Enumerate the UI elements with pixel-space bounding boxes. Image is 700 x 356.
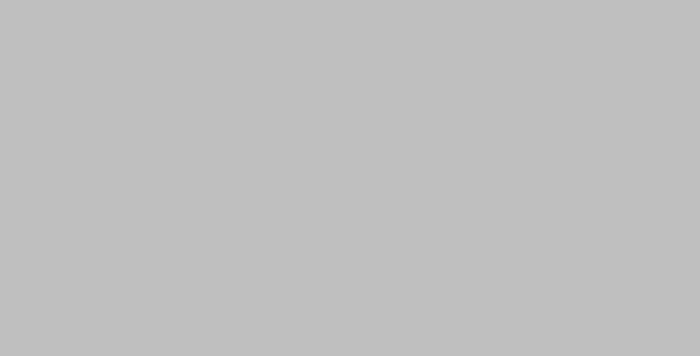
Text: is defined as the number of moles of solute divided by the kg of the solvent. Wh: is defined as the number of moles of sol… — [156, 122, 700, 135]
Text: Molality: Molality — [78, 122, 139, 135]
Text: break up into in water (if any)?  Will this alter the molarity or: break up into in water (if any)? Will th… — [258, 189, 669, 202]
Text: SO: SO — [382, 15, 400, 28]
Text: 4: 4 — [406, 26, 412, 35]
Text: Molarity: Molarity — [78, 58, 140, 70]
Text: 11 b): 11 b) — [28, 122, 67, 135]
Text: (MM = 174.26 g/mol) dissolved in water to make a: (MM = 174.26 g/mol) dissolved in water t… — [414, 15, 700, 28]
Text: molality?: molality? — [57, 213, 118, 225]
Text: 11 c) How many will K: 11 c) How many will K — [28, 189, 176, 202]
Text: SO: SO — [226, 189, 245, 202]
Text: 2: 2 — [218, 200, 225, 209]
Text: (in L). What is the molarity of the compound in this sample?: (in L). What is the molarity of the comp… — [57, 77, 458, 90]
Text: solution that is 1.31 L.: solution that is 1.31 L. — [57, 35, 206, 47]
Text: 4: 4 — [251, 200, 257, 209]
Text: 11 a): 11 a) — [28, 58, 66, 70]
Text: Consider a sample that has 121.6 g of K: Consider a sample that has 121.6 g of K — [28, 15, 296, 28]
Text: is the molality of the compound in this sample?  Density of the solution is 1.06: is the molality of the compound in this … — [57, 141, 624, 154]
Text: 2: 2 — [374, 26, 379, 35]
Text: is defined as the number of moles of solute divided by the volume of the solutio: is defined as the number of moles of sol… — [158, 58, 700, 70]
